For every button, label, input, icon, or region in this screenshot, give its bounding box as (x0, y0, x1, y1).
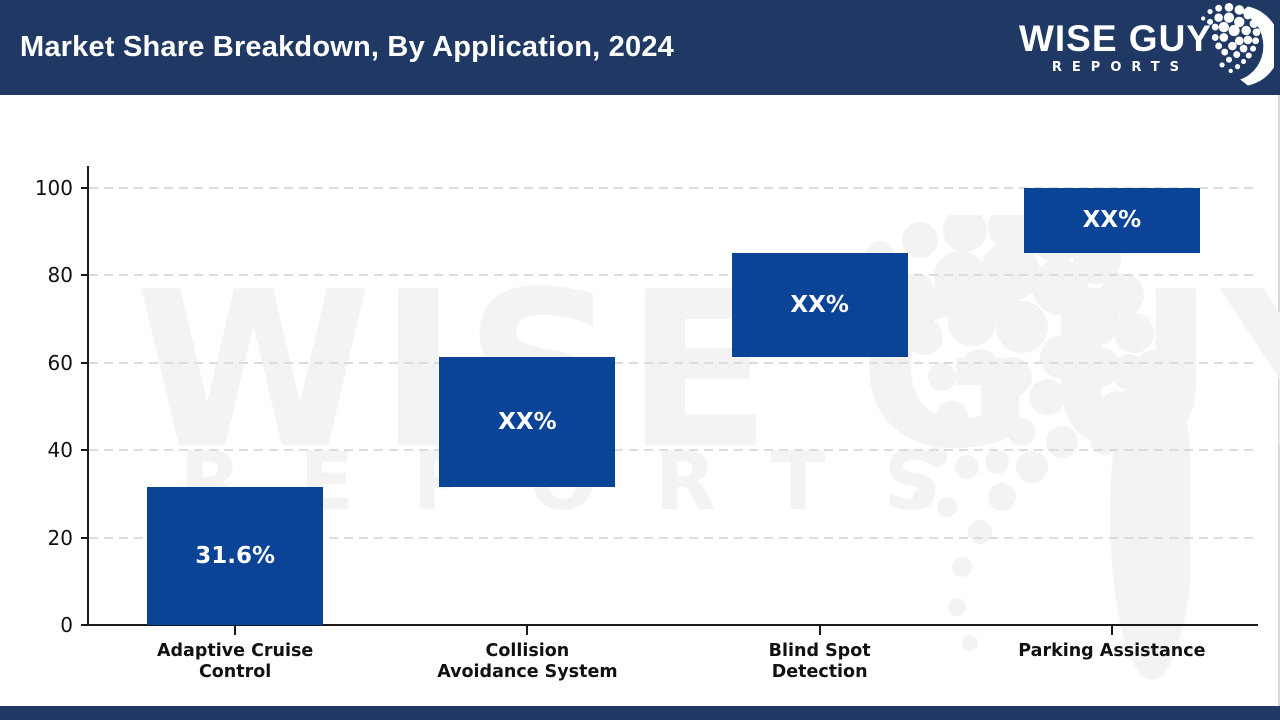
bar-value-label: XX% (498, 409, 557, 435)
y-axis-tick-label: 60 (47, 350, 73, 375)
x-category-label-line: Blind Spot (768, 641, 871, 661)
y-axis-tick (81, 274, 89, 276)
x-category-label: Blind Spot Detection (769, 641, 871, 683)
x-category-label-line: Collision (485, 641, 570, 661)
y-axis-line (87, 166, 89, 626)
x-axis-tick (234, 626, 237, 635)
logo-subtitle-text: REPORTS (1051, 59, 1190, 75)
x-category-label-line: Adaptive Cruise (156, 641, 314, 661)
x-axis-line (87, 624, 1258, 626)
x-category-label-line: Parking Assistance (1018, 641, 1206, 661)
x-category-label: Adaptive Cruise Control (157, 641, 313, 683)
y-axis-tick (81, 536, 89, 539)
y-axis-tick-label: 100 (34, 175, 73, 200)
x-category-label-line: Avoidance System (437, 662, 618, 682)
y-axis-tick-label: 80 (47, 263, 73, 287)
footer-bar (0, 706, 1280, 720)
y-axis-tick (81, 624, 89, 626)
wiseguy-head-icon (1201, 2, 1274, 86)
x-category-label-line: Detection (771, 662, 868, 682)
y-axis-tick-label: 20 (47, 525, 73, 550)
gridline (89, 274, 1258, 276)
header-bar: Market Share Breakdown, By Application, … (0, 0, 1280, 95)
gridline (89, 186, 1258, 189)
bar-value-label: XX% (790, 292, 849, 319)
page-title: Market Share Breakdown, By Application, … (20, 31, 674, 63)
bar (147, 486, 324, 625)
x-axis-tick (1110, 626, 1113, 635)
gridline (89, 536, 1258, 539)
y-axis-tick-label: 0 (60, 613, 73, 637)
x-category-label: Collision Avoidance System (437, 641, 617, 683)
bar (439, 357, 616, 487)
bar-value-label: XX% (1082, 207, 1142, 234)
logo-wordmark: WISE GUY REPORTS (1018, 18, 1212, 75)
logo-title-text: WISE GUY (1018, 18, 1212, 60)
y-axis-tick (81, 186, 89, 189)
gridline (89, 361, 1258, 364)
y-axis-tick (81, 361, 89, 364)
x-category-label: Parking Assistance (1018, 641, 1205, 662)
x-axis-tick (818, 626, 821, 635)
x-category-label-line: Control (198, 662, 272, 682)
y-axis-tick-label: 40 (47, 438, 73, 462)
gridline (89, 449, 1258, 451)
bar-value-label: 31.6% (195, 542, 276, 569)
x-axis-tick (526, 626, 529, 635)
wiseguy-logo: WISE GUY REPORTS (1018, 2, 1280, 89)
y-axis-tick (81, 449, 89, 451)
